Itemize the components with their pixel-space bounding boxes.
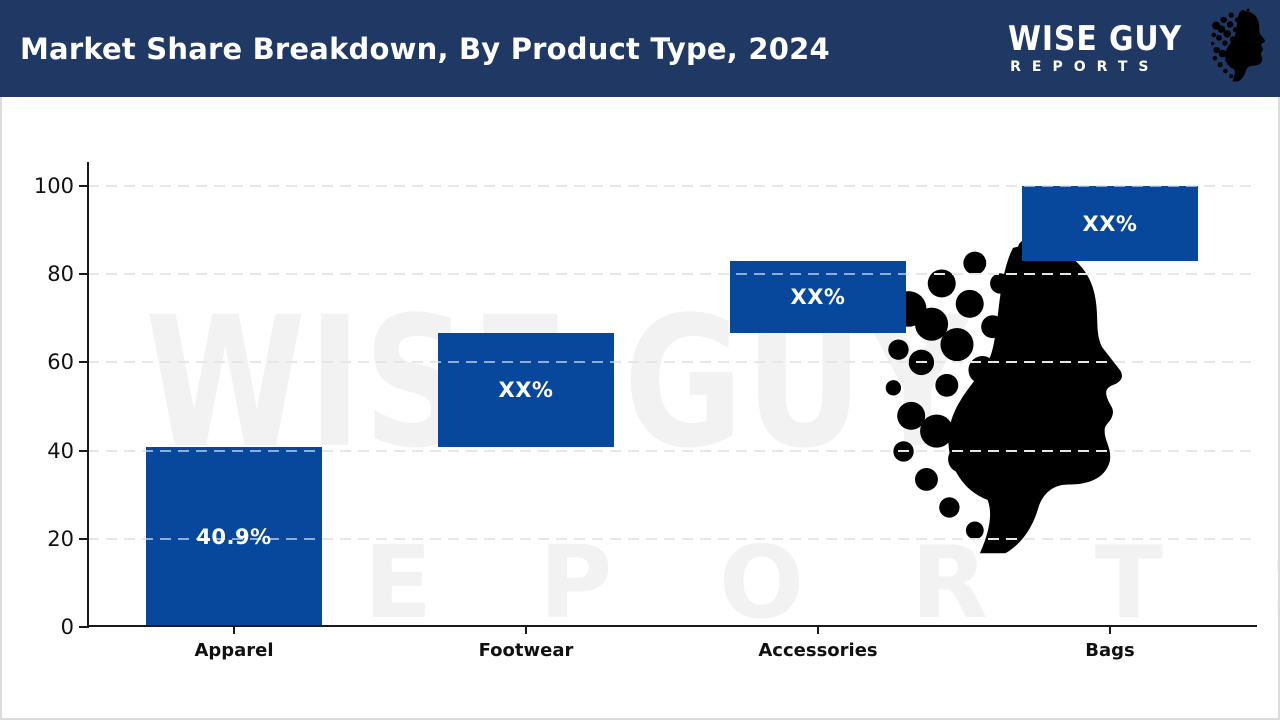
x-tick-mark xyxy=(233,626,235,634)
brand-logo-text: WISE GUY REPORTS xyxy=(1008,22,1206,74)
grid-line-overlay xyxy=(88,361,1256,364)
x-category-label: Accessories xyxy=(758,640,878,661)
y-tick-mark xyxy=(79,273,88,276)
grid-line-overlay xyxy=(88,273,1256,276)
bar: XX% xyxy=(730,261,906,334)
x-category-label: Footwear xyxy=(478,640,574,661)
y-tick-mark xyxy=(79,449,88,452)
grid-line-overlay xyxy=(88,185,1256,187)
y-tick-mark xyxy=(79,361,88,364)
bar: XX% xyxy=(1022,186,1198,262)
y-tick-label: 40 xyxy=(47,438,74,463)
bar: XX% xyxy=(438,333,614,447)
y-axis-line xyxy=(87,162,89,628)
grid-line-overlay xyxy=(88,537,1256,540)
bar-value-label: XX% xyxy=(790,285,846,310)
y-tick-label: 100 xyxy=(33,174,74,198)
bar-value-label: 40.9% xyxy=(196,524,272,549)
header-bar: Market Share Breakdown, By Product Type,… xyxy=(0,0,1280,97)
y-tick-label: 80 xyxy=(47,262,74,287)
y-tick-mark xyxy=(79,537,88,540)
y-tick-label: 0 xyxy=(60,615,74,639)
brand-name: WISE GUY xyxy=(1008,19,1183,59)
page-title: Market Share Breakdown, By Product Type,… xyxy=(20,31,830,66)
x-tick-mark xyxy=(525,626,527,634)
grid-line-overlay xyxy=(88,449,1256,452)
brand-subtitle: REPORTS xyxy=(1010,59,1160,75)
brand-logo: WISE GUY REPORTS xyxy=(1008,4,1272,88)
bar-value-label: XX% xyxy=(498,377,554,402)
x-tick-mark xyxy=(817,626,819,634)
y-tick-label: 20 xyxy=(47,526,74,551)
x-tick-mark xyxy=(1109,626,1111,634)
brand-face-icon xyxy=(1208,4,1272,88)
x-category-label: Bags xyxy=(1085,640,1135,661)
y-tick-label: 60 xyxy=(47,350,74,375)
bar-value-label: XX% xyxy=(1082,211,1138,236)
bar: 40.9% xyxy=(146,446,322,627)
y-tick-mark xyxy=(79,185,88,187)
x-category-label: Apparel xyxy=(194,640,274,661)
x-axis-line xyxy=(87,625,1257,627)
watermark-text-line2: R E P O R T S xyxy=(180,524,1280,641)
y-tick-mark xyxy=(79,626,88,628)
